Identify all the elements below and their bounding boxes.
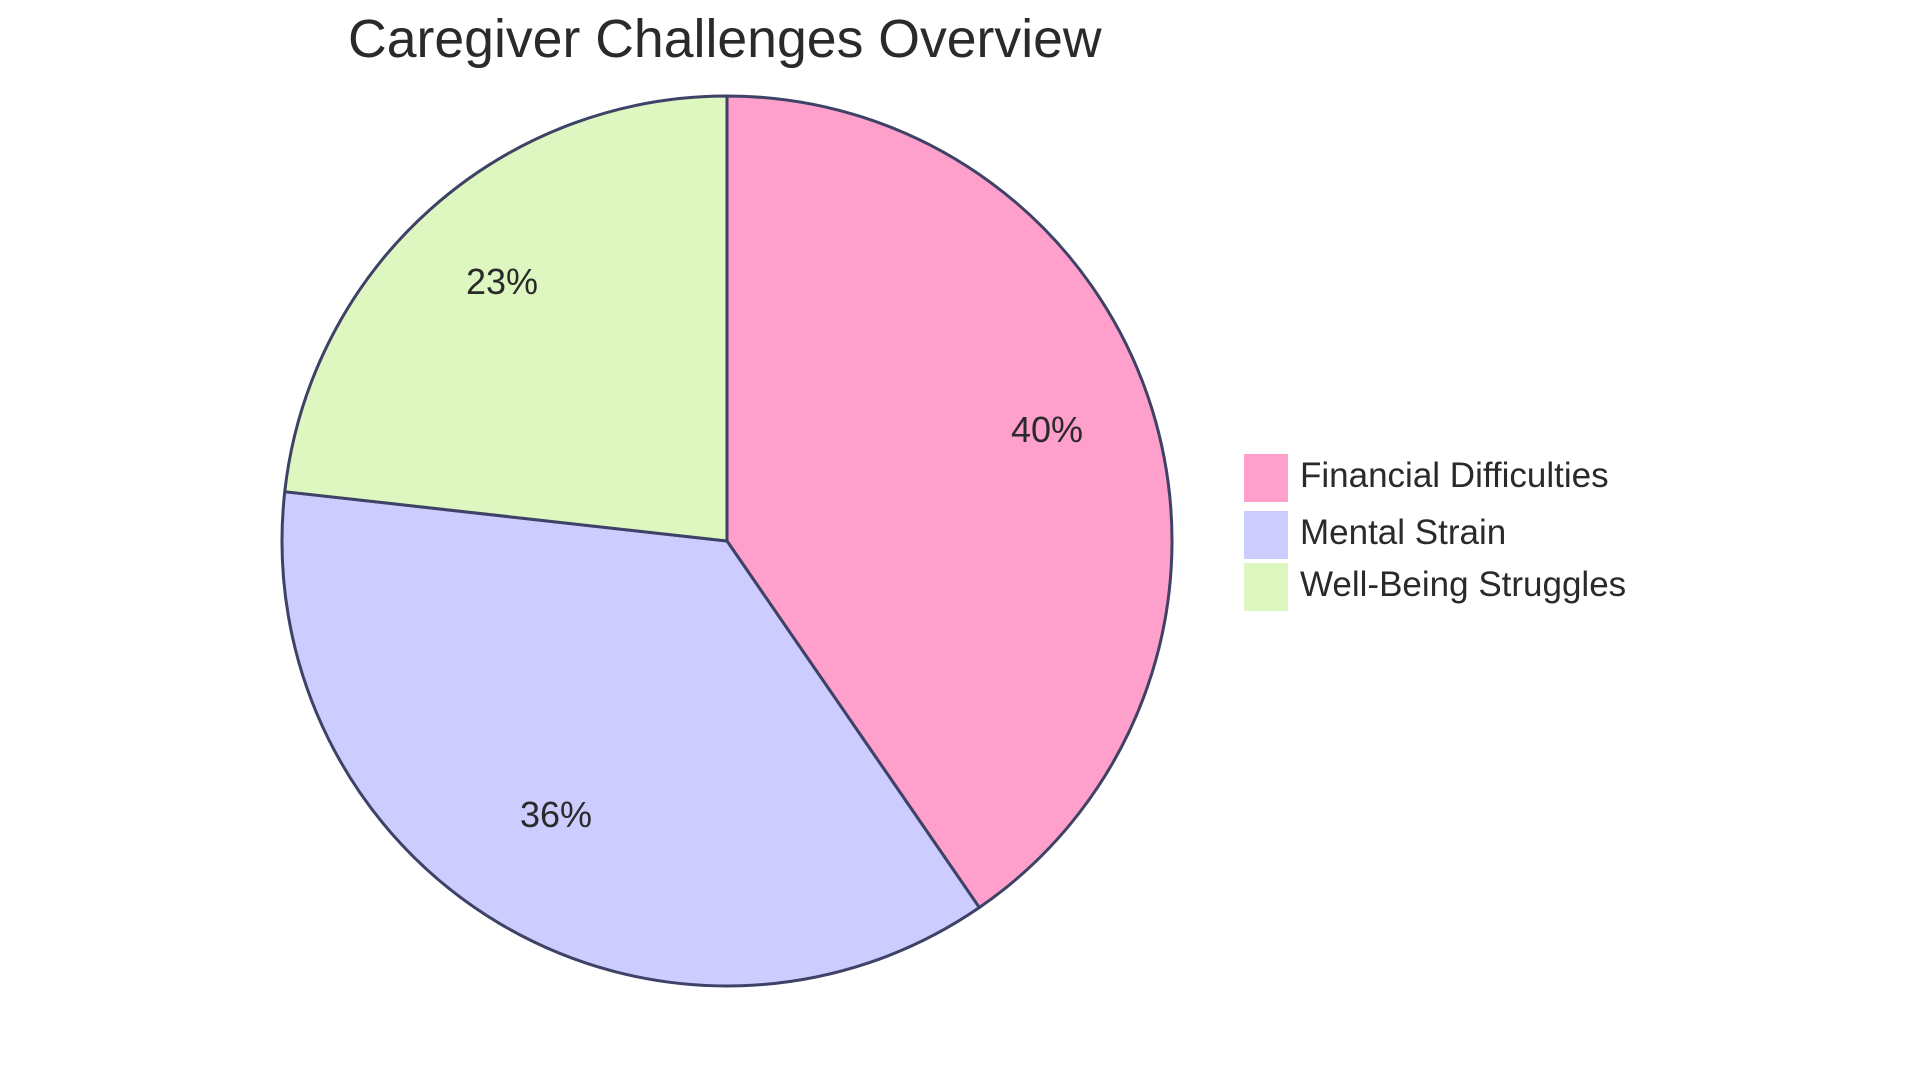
svg-text:40%: 40% — [1011, 409, 1083, 450]
svg-text:23%: 23% — [466, 261, 538, 302]
svg-text:Well-Being Struggles: Well-Being Struggles — [1300, 565, 1626, 604]
svg-text:Mental Strain: Mental Strain — [1300, 513, 1506, 552]
svg-text:Financial Difficulties: Financial Difficulties — [1300, 456, 1609, 495]
svg-text:36%: 36% — [520, 794, 592, 835]
